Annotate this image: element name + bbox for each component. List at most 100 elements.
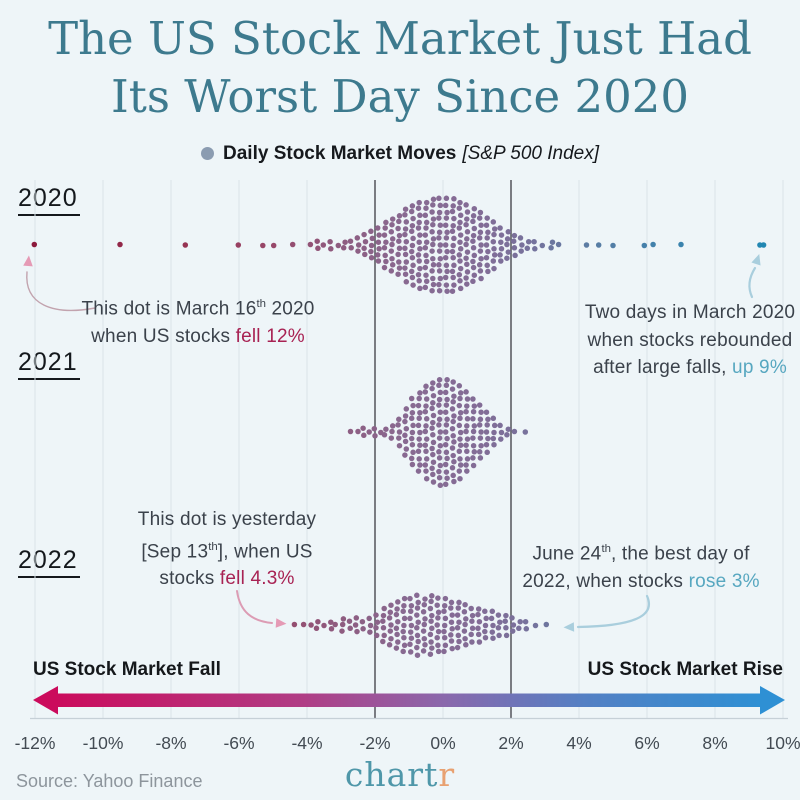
data-dot <box>443 402 450 408</box>
data-dot <box>469 639 475 645</box>
data-dot <box>442 274 449 281</box>
page-title: The US Stock Market Just Had Its Worst D… <box>0 10 800 126</box>
data-dot <box>410 235 416 242</box>
data-dot <box>409 203 416 209</box>
data-dot <box>464 403 470 409</box>
data-dot <box>423 205 429 211</box>
data-dot <box>485 416 491 423</box>
data-dot <box>443 449 450 456</box>
data-dot <box>457 456 463 462</box>
data-dot <box>456 619 462 625</box>
data-dot <box>482 628 488 635</box>
annotation-text: after large falls, <box>593 357 733 378</box>
annotation-march-rebound-2020-arrow <box>748 266 757 299</box>
data-dot <box>436 281 442 288</box>
annotation-march-16-2020-arrowhead <box>23 255 33 267</box>
data-dot <box>340 245 347 251</box>
data-dot <box>387 628 394 634</box>
data-dot <box>478 255 484 262</box>
data-dot <box>396 429 403 435</box>
data-dot <box>395 618 401 625</box>
data-dot <box>457 415 463 422</box>
data-dot <box>430 241 436 248</box>
data-dot <box>423 396 430 402</box>
data-dot <box>260 242 266 249</box>
data-dot <box>491 231 497 238</box>
data-dot <box>401 615 408 622</box>
data-dot <box>449 425 456 432</box>
data-dot <box>457 212 464 219</box>
data-dot <box>463 428 469 435</box>
data-dot <box>347 428 354 435</box>
data-dot <box>497 252 503 258</box>
data-dot <box>395 639 401 645</box>
data-dot <box>450 433 456 439</box>
data-dot <box>417 246 423 252</box>
data-dot <box>388 635 394 642</box>
data-dot <box>415 448 422 455</box>
axis-tick-label: -8% <box>155 733 187 753</box>
data-dot <box>437 389 444 396</box>
data-dot <box>408 395 415 402</box>
data-dot <box>389 241 395 248</box>
data-dot <box>490 415 497 422</box>
data-dot <box>450 222 456 229</box>
data-dot <box>442 441 449 448</box>
data-dot <box>437 222 444 228</box>
data-dot <box>409 222 416 229</box>
data-dot <box>436 382 442 389</box>
data-dot <box>414 605 421 611</box>
annotation-text: th <box>601 543 611 555</box>
data-dot <box>464 261 470 268</box>
data-dot <box>423 252 429 259</box>
data-dot <box>477 455 484 461</box>
data-dot <box>443 195 450 202</box>
data-dot <box>396 245 403 252</box>
data-dot <box>449 626 455 632</box>
data-dot <box>444 229 450 236</box>
data-dot <box>408 208 415 215</box>
data-dot <box>436 215 442 221</box>
data-dot <box>442 409 449 415</box>
data-dot <box>491 226 498 232</box>
data-dot <box>463 255 469 261</box>
data-dot <box>374 252 381 258</box>
data-dot <box>477 209 484 216</box>
data-dot <box>450 242 456 249</box>
title-line-2: Its Worst Day Since 2020 <box>110 70 690 123</box>
data-dot <box>482 622 489 629</box>
annotation-line: This dot is March 16th 2020 <box>81 291 314 323</box>
data-dot <box>332 621 338 628</box>
annotation-text: 2020 <box>266 298 315 320</box>
data-dot <box>484 422 490 428</box>
data-dot <box>463 442 469 448</box>
data-dot <box>525 238 532 245</box>
annotation-line: Two days in March 2020 <box>585 299 795 327</box>
data-dot <box>457 219 463 226</box>
data-dot <box>442 389 449 396</box>
chartr-logo: chartr <box>345 755 455 794</box>
data-dot <box>417 429 423 436</box>
data-dot <box>457 246 464 252</box>
data-dot <box>436 262 442 268</box>
data-dot <box>483 254 490 261</box>
data-dot <box>457 390 464 396</box>
data-dot <box>415 599 421 606</box>
data-dot <box>471 205 478 212</box>
annotation-text: stocks <box>159 568 220 590</box>
data-dot <box>430 400 436 406</box>
data-dot <box>436 268 443 274</box>
data-dot <box>650 241 656 248</box>
data-dot <box>402 226 409 232</box>
data-dot <box>415 638 421 645</box>
data-dot <box>436 435 443 441</box>
data-dot <box>583 242 590 248</box>
data-dot <box>457 239 463 245</box>
data-dot <box>395 599 401 605</box>
legend-sublabel: [S&P 500 Index] <box>462 143 599 164</box>
data-dot <box>354 628 360 635</box>
data-dot <box>429 385 435 392</box>
data-dot <box>429 248 435 254</box>
data-dot <box>430 255 436 262</box>
